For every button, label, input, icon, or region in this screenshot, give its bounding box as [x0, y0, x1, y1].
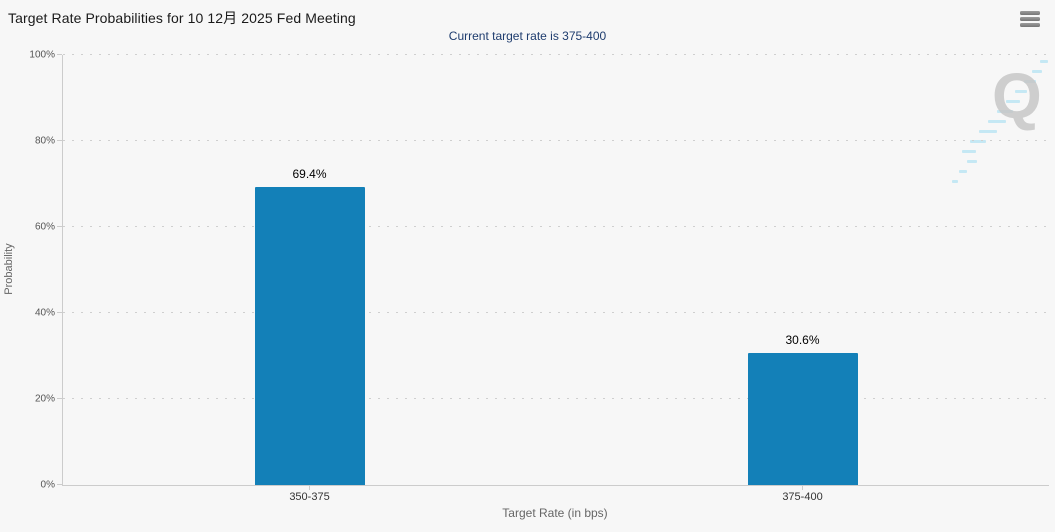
probability-bar[interactable] — [254, 186, 365, 485]
x-axis-title: Target Rate (in bps) — [502, 506, 608, 520]
y-tick-mark — [57, 226, 62, 227]
hamburger-icon — [1020, 17, 1040, 21]
x-tick-label: 350-375 — [289, 491, 330, 503]
gridline — [63, 398, 1049, 399]
y-tick-mark — [57, 312, 62, 313]
y-tick-label: 20% — [34, 393, 55, 405]
gridline — [63, 226, 1049, 227]
gridline — [63, 140, 1049, 141]
y-axis-title: Probability — [3, 243, 15, 295]
y-tick-label: 0% — [40, 479, 55, 491]
x-tick-mark — [308, 485, 310, 490]
y-tick-mark — [57, 484, 62, 485]
x-tick-mark — [801, 485, 803, 490]
y-tick-mark — [57, 54, 62, 55]
bar-value-label: 30.6% — [785, 333, 820, 348]
y-tick-label: 100% — [29, 49, 55, 61]
chart-context-menu-button[interactable] — [1016, 7, 1044, 31]
y-tick-label: 60% — [34, 221, 55, 233]
probability-bar[interactable] — [747, 353, 858, 485]
gridline — [63, 54, 1049, 55]
y-tick-label: 40% — [34, 307, 55, 319]
chart-subtitle: Current target rate is 375-400 — [448, 29, 607, 43]
x-tick-label: 375-400 — [782, 491, 823, 503]
bar-value-label: 69.4% — [292, 166, 327, 181]
gridline — [63, 312, 1049, 313]
chart-title: Target Rate Probabilities for 10 12月 202… — [8, 10, 356, 26]
hamburger-icon — [1020, 23, 1040, 27]
y-tick-label: 80% — [34, 135, 55, 147]
y-tick-mark — [57, 140, 62, 141]
y-tick-mark — [57, 398, 62, 399]
plot-area: 0% 20% 40% 60% 80% 100% 69.4% 350-375 30.6% 375-4… — [29, 50, 1049, 503]
hamburger-icon — [1020, 11, 1040, 15]
